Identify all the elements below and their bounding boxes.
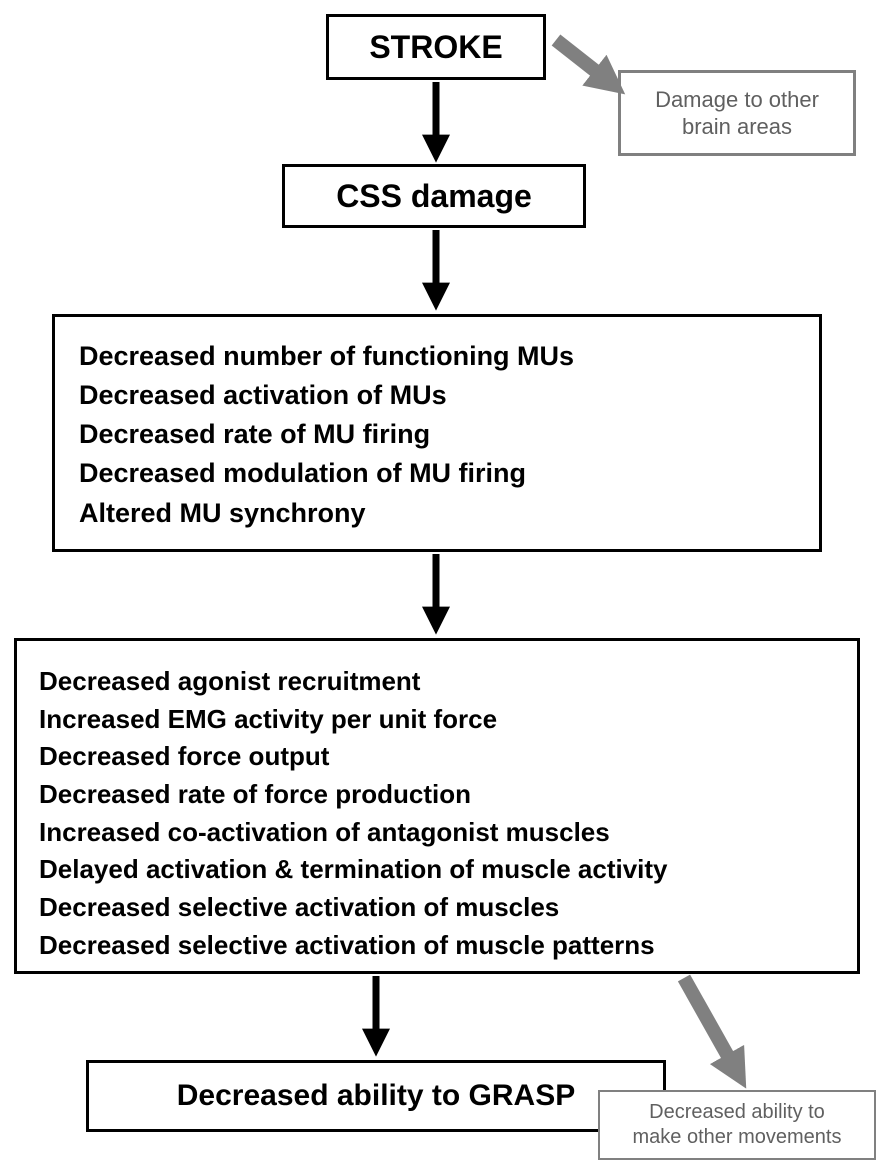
arrow-muscle-to-other-movements <box>684 978 738 1074</box>
arrows-layer <box>0 0 888 1164</box>
arrow-stroke-to-other-damage <box>556 40 612 84</box>
